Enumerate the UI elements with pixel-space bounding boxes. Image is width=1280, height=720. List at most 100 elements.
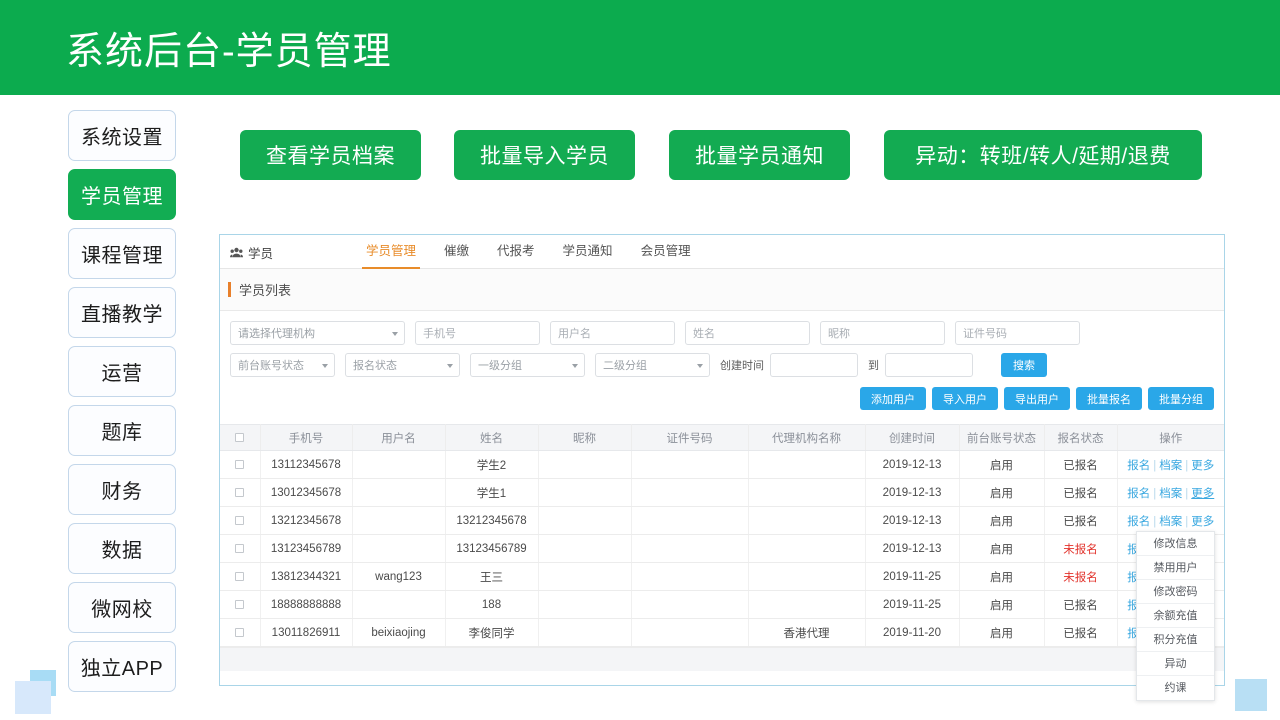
sidebar-item-label: 题库 xyxy=(101,422,143,444)
tab-3[interactable]: 学员通知 xyxy=(562,244,613,258)
sidebar-item-label: 直播教学 xyxy=(81,304,163,326)
status-badge: 已报名 xyxy=(1063,487,1098,500)
action-button-3[interactable]: 批量报名 xyxy=(1076,387,1142,410)
row-checkbox-cell[interactable] xyxy=(220,534,261,563)
archive-link[interactable]: 档案 xyxy=(1159,459,1183,472)
top-action-button-1[interactable]: 批量导入学员 xyxy=(454,130,635,180)
status-badge: 已报名 xyxy=(1063,627,1098,640)
row-checkbox[interactable] xyxy=(235,515,245,525)
row-checkbox-cell[interactable] xyxy=(220,562,261,591)
create-time-from-input[interactable] xyxy=(770,353,858,377)
select-all-checkbox[interactable] xyxy=(235,432,245,442)
archive-link[interactable]: 档案 xyxy=(1159,487,1183,500)
table-row: 13112345678 学生2 2019-12-13 启用 已报名 报名 | 档案 | 更多 xyxy=(220,450,1224,479)
row-checkbox-cell[interactable] xyxy=(220,618,261,647)
dropdown-menu-item-1[interactable]: 禁用用户 xyxy=(1137,556,1214,580)
more-link[interactable]: 更多 xyxy=(1191,459,1215,472)
agency-select[interactable]: 请选择代理机构 xyxy=(230,321,405,345)
cell-account-status: 启用 xyxy=(959,590,1045,619)
dropdown-menu-item-2[interactable]: 修改密码 xyxy=(1137,580,1214,604)
tab-2[interactable]: 代报考 xyxy=(497,244,535,258)
sidebar-item-7[interactable]: 数据 xyxy=(68,523,176,574)
top-action-button-3[interactable]: 异动：转班/转人/延期/退费 xyxy=(884,130,1202,180)
action-button-2[interactable]: 导出用户 xyxy=(1004,387,1070,410)
username-input[interactable]: 用户名 xyxy=(550,321,675,345)
dropdown-menu-item-5[interactable]: 异动 xyxy=(1137,652,1214,676)
cell-agency xyxy=(748,562,866,591)
archive-link[interactable]: 档案 xyxy=(1159,515,1183,528)
cell-signup-status: 已报名 xyxy=(1044,590,1118,619)
operation-links: 报名|档案|更多 xyxy=(1127,460,1214,472)
cell-account-status: 启用 xyxy=(959,562,1045,591)
cell-phone: 13011826911 xyxy=(260,618,353,647)
signup-status-select[interactable]: 报名状态 xyxy=(345,353,460,377)
cell-phone: 13123456789 xyxy=(260,534,353,563)
link-separator: | xyxy=(1153,515,1157,528)
nickname-input[interactable]: 昵称 xyxy=(820,321,945,345)
row-checkbox-cell[interactable] xyxy=(220,590,261,619)
row-checkbox-cell[interactable] xyxy=(220,450,261,479)
signup-link[interactable]: 报名 xyxy=(1127,459,1151,472)
cell-username xyxy=(352,450,446,479)
dropdown-menu-item-6[interactable]: 约课 xyxy=(1164,682,1187,694)
row-checkbox[interactable] xyxy=(235,487,245,497)
link-separator: | xyxy=(1153,459,1157,472)
cell-username xyxy=(352,506,446,535)
group1-select[interactable]: 一级分组 xyxy=(470,353,585,377)
row-checkbox-cell[interactable] xyxy=(220,506,261,535)
dropdown-menu-item-3[interactable]: 余额充值 xyxy=(1137,604,1214,628)
status-badge: 已报名 xyxy=(1063,515,1098,528)
cell-nickname xyxy=(538,478,632,507)
group2-select[interactable]: 二级分组 xyxy=(595,353,710,377)
phone-input[interactable]: 手机号 xyxy=(415,321,540,345)
tab-0[interactable]: 学员管理 xyxy=(352,235,430,269)
account-status-select[interactable]: 前台账号状态 xyxy=(230,353,335,377)
select-all-checkbox-cell[interactable] xyxy=(220,424,261,451)
top-action-button-2[interactable]: 批量学员通知 xyxy=(669,130,850,180)
cell-agency xyxy=(748,450,866,479)
action-button-1[interactable]: 导入用户 xyxy=(932,387,998,410)
table-body: 13112345678 学生2 2019-12-13 启用 已报名 报名 | 档案 | 更多 130… xyxy=(220,450,1224,647)
top-action-button-0[interactable]: 查看学员档案 xyxy=(240,130,421,180)
realname-input[interactable]: 姓名 xyxy=(685,321,810,345)
sidebar-item-9[interactable]: 独立APP xyxy=(68,641,176,692)
cell-phone: 13812344321 xyxy=(260,562,353,591)
row-checkbox[interactable] xyxy=(235,543,245,553)
create-time-to-input[interactable] xyxy=(885,353,973,377)
sidebar-item-3[interactable]: 直播教学 xyxy=(68,287,176,338)
dropdown-menu-item-0[interactable]: 修改信息 xyxy=(1137,532,1214,556)
more-link[interactable]: 更多 xyxy=(1191,515,1215,528)
sidebar-item-label: 独立APP xyxy=(80,658,164,680)
sidebar-item-6[interactable]: 财务 xyxy=(68,464,176,515)
row-checkbox[interactable] xyxy=(235,571,245,581)
row-checkbox[interactable] xyxy=(235,459,245,469)
table-action-buttons: 添加用户 导入用户 导出用户 批量报名 批量分组 xyxy=(230,385,1214,418)
page-header-banner: 系统后台-学员管理 xyxy=(0,0,1280,95)
sidebar-item-4[interactable]: 运营 xyxy=(68,346,176,397)
chevron-down-icon xyxy=(572,364,578,368)
search-button[interactable]: 搜索 xyxy=(1001,353,1047,377)
row-checkbox[interactable] xyxy=(235,599,245,609)
sidebar-item-0[interactable]: 系统设置 xyxy=(68,110,176,161)
sidebar-item-5[interactable]: 题库 xyxy=(68,405,176,456)
idcard-input[interactable]: 证件号码 xyxy=(955,321,1080,345)
action-button-0[interactable]: 添加用户 xyxy=(860,387,926,410)
realname-input-placeholder: 姓名 xyxy=(693,328,715,340)
row-checkbox-cell[interactable] xyxy=(220,478,261,507)
dropdown-menu-item-4[interactable]: 积分充值 xyxy=(1137,628,1214,652)
column-header: 昵称 xyxy=(538,424,632,451)
signup-link[interactable]: 报名 xyxy=(1127,515,1151,528)
sidebar-item-2[interactable]: 课程管理 xyxy=(68,228,176,279)
sidebar-item-1[interactable]: 学员管理 xyxy=(68,169,176,220)
tab-1[interactable]: 催缴 xyxy=(444,244,470,258)
signup-link[interactable]: 报名 xyxy=(1127,487,1151,500)
more-link[interactable]: 更多 xyxy=(1191,487,1215,500)
action-button-4[interactable]: 批量分组 xyxy=(1148,387,1214,410)
operation-links: 报名|档案|更多 xyxy=(1127,488,1214,500)
row-checkbox[interactable] xyxy=(235,627,245,637)
table-header-row: 手机号 用户名 姓名 昵称 证件号码 代理机构名称 创建时间 前台账号状态 报名状态 操作 xyxy=(220,424,1224,451)
tab-4[interactable]: 会员管理 xyxy=(640,244,691,258)
sidebar-item-8[interactable]: 微网校 xyxy=(68,582,176,633)
student-table-wrap: 手机号 用户名 姓名 昵称 证件号码 代理机构名称 创建时间 前台账号状态 报名状态 操作 131… xyxy=(220,424,1224,671)
decor-square-bottom-right xyxy=(1235,679,1267,711)
